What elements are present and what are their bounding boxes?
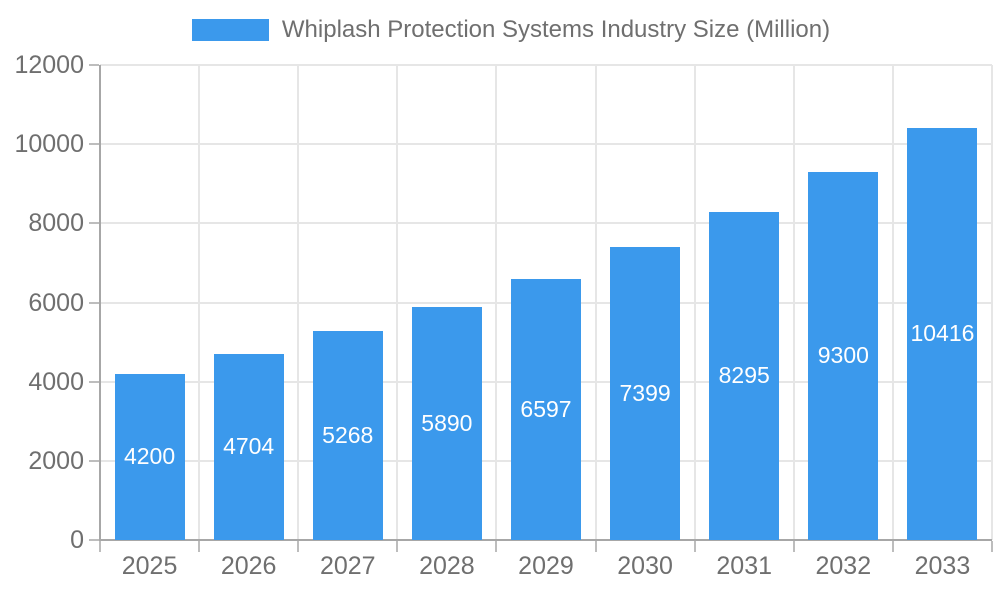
y-tick-mark xyxy=(89,459,99,462)
x-tick-mark xyxy=(297,541,300,552)
x-tick-mark xyxy=(991,541,993,552)
bar-2032[interactable]: 9300 xyxy=(808,171,879,540)
x-tick-mark xyxy=(594,541,597,552)
x-tick-mark xyxy=(792,541,795,552)
y-tick-label: 2000 xyxy=(28,446,84,475)
x-gridline xyxy=(991,65,993,540)
x-tick-label: 2032 xyxy=(815,552,872,580)
plot-area: 4200 4704 5268 5890 6597 7399 8295 9300 10416 xyxy=(89,64,993,552)
legend-item[interactable]: Whiplash Protection Systems Industry Siz… xyxy=(0,16,1000,44)
bar-2026[interactable]: 4704 xyxy=(213,353,284,540)
y-tick-mark xyxy=(89,380,99,383)
x-tick-mark xyxy=(693,541,696,552)
x-gridline xyxy=(693,65,696,540)
x-gridline xyxy=(891,65,894,540)
x-gridline xyxy=(495,65,498,540)
bar-2029[interactable]: 6597 xyxy=(511,278,581,540)
x-gridline xyxy=(396,65,399,540)
bar-value-label: 6597 xyxy=(520,395,572,422)
y-gridline xyxy=(100,222,992,225)
bar-value-label: 7399 xyxy=(619,380,671,407)
x-tick-label: 2025 xyxy=(121,552,178,580)
bar-2031[interactable]: 8295 xyxy=(709,211,780,540)
bar-2027[interactable]: 5268 xyxy=(312,331,383,540)
x-tick-mark xyxy=(198,541,201,552)
x-tick-label: 2033 xyxy=(914,552,971,580)
x-tick-mark xyxy=(495,541,498,552)
bar-value-label: 5890 xyxy=(421,409,473,436)
x-tick-label: 2029 xyxy=(518,552,574,580)
x-tick-label: 2027 xyxy=(319,552,376,580)
bar-value-label: 4200 xyxy=(123,443,176,470)
y-axis-line xyxy=(99,65,101,540)
legend-label: Whiplash Protection Systems Industry Siz… xyxy=(281,16,831,43)
x-gridline xyxy=(297,65,300,540)
x-tick-label: 2031 xyxy=(716,552,773,580)
bar-2030[interactable]: 7399 xyxy=(610,247,681,540)
y-gridline xyxy=(100,64,992,66)
y-tick-mark xyxy=(89,301,99,304)
y-tick-mark xyxy=(89,222,99,225)
x-tick-mark xyxy=(891,541,894,552)
x-axis-line xyxy=(99,539,992,541)
y-tick-mark xyxy=(89,143,99,146)
bar-2028[interactable]: 5890 xyxy=(411,306,482,540)
x-tick-mark xyxy=(396,541,399,552)
y-tick-mark xyxy=(89,64,99,66)
legend-swatch xyxy=(191,19,269,41)
y-tick-mark xyxy=(89,539,99,541)
y-tick-label: 4000 xyxy=(28,367,84,396)
bar-value-label: 10416 xyxy=(910,320,975,347)
bar-value-label: 5268 xyxy=(322,422,374,449)
bar-2025[interactable]: 4200 xyxy=(114,373,185,540)
y-tick-label: 8000 xyxy=(28,209,84,238)
y-tick-label: 6000 xyxy=(28,288,84,317)
y-tick-label: 0 xyxy=(70,526,84,554)
y-tick-label: 10000 xyxy=(14,130,84,159)
y-tick-label: 12000 xyxy=(14,51,84,79)
bar-value-label: 8295 xyxy=(718,362,770,389)
bar-value-label: 9300 xyxy=(817,342,869,369)
x-tick-label: 2028 xyxy=(419,552,475,580)
x-tick-label: 2030 xyxy=(617,552,673,580)
y-gridline xyxy=(100,143,992,146)
x-gridline xyxy=(594,65,597,540)
x-tick-mark xyxy=(99,541,101,552)
x-gridline xyxy=(198,65,201,540)
x-gridline xyxy=(792,65,795,540)
bar-value-label: 4704 xyxy=(223,433,275,460)
x-tick-label: 2026 xyxy=(220,552,277,580)
bar-2033[interactable]: 10416 xyxy=(907,127,978,540)
